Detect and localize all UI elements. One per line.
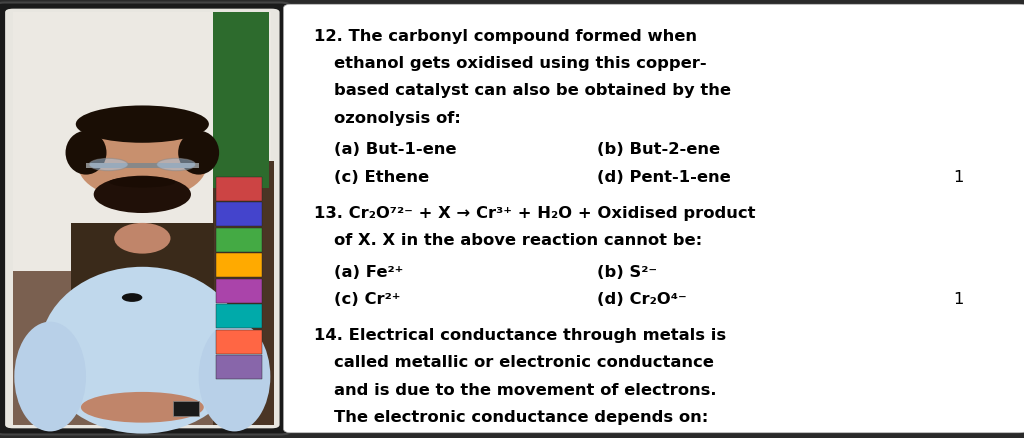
Bar bbox=[216, 330, 262, 354]
Text: The electronic conductance depends on:: The electronic conductance depends on: bbox=[334, 409, 709, 424]
Bar bbox=[216, 279, 262, 303]
Ellipse shape bbox=[66, 131, 106, 175]
Text: 1: 1 bbox=[953, 291, 964, 306]
Text: of X. X in the above reaction cannot be:: of X. X in the above reaction cannot be: bbox=[334, 233, 702, 247]
Bar bbox=[13, 13, 271, 276]
Ellipse shape bbox=[110, 177, 176, 188]
FancyBboxPatch shape bbox=[284, 5, 1024, 433]
Text: (a) Fe²⁺: (a) Fe²⁺ bbox=[334, 264, 403, 279]
Bar bbox=[216, 203, 262, 227]
Text: (a) But-1-ene: (a) But-1-ene bbox=[334, 142, 457, 157]
Text: (b) But-2-ene: (b) But-2-ene bbox=[597, 142, 720, 157]
Text: 13. Cr₂O⁷²⁻ + X → Cr³⁺ + H₂O + Oxidised product: 13. Cr₂O⁷²⁻ + X → Cr³⁺ + H₂O + Oxidised … bbox=[313, 205, 755, 220]
Text: 1: 1 bbox=[953, 170, 964, 184]
Text: called metallic or electronic conductance: called metallic or electronic conductanc… bbox=[334, 354, 714, 369]
Text: (d) Cr₂O⁴⁻: (d) Cr₂O⁴⁻ bbox=[597, 291, 687, 306]
Text: 14. Electrical conductance through metals is: 14. Electrical conductance through metal… bbox=[313, 327, 726, 342]
Bar bbox=[213, 162, 274, 425]
Text: and is due to the movement of electrons.: and is due to the movement of electrons. bbox=[334, 382, 717, 397]
Text: (b) S²⁻: (b) S²⁻ bbox=[597, 264, 657, 279]
Bar bbox=[86, 163, 199, 169]
Bar bbox=[216, 228, 262, 252]
Text: based catalyst can also be obtained by the: based catalyst can also be obtained by t… bbox=[334, 83, 731, 98]
Ellipse shape bbox=[94, 176, 190, 214]
Text: 12. The carbonyl compound formed when: 12. The carbonyl compound formed when bbox=[313, 28, 696, 43]
Ellipse shape bbox=[81, 392, 204, 423]
Bar bbox=[216, 177, 262, 201]
Text: (d) Pent-1-ene: (d) Pent-1-ene bbox=[597, 170, 731, 184]
Text: (c) Cr²⁺: (c) Cr²⁺ bbox=[334, 291, 400, 306]
Ellipse shape bbox=[79, 133, 207, 201]
Bar bbox=[213, 13, 269, 188]
Ellipse shape bbox=[157, 159, 196, 171]
Ellipse shape bbox=[89, 159, 128, 171]
Circle shape bbox=[122, 293, 142, 302]
Text: ozonolysis of:: ozonolysis of: bbox=[334, 111, 461, 126]
FancyBboxPatch shape bbox=[5, 10, 280, 428]
Ellipse shape bbox=[199, 322, 270, 431]
Bar bbox=[173, 401, 199, 416]
Ellipse shape bbox=[40, 267, 245, 434]
Text: (c) Ethene: (c) Ethene bbox=[334, 170, 429, 184]
Ellipse shape bbox=[115, 223, 170, 254]
Text: ethanol gets oxidised using this copper-: ethanol gets oxidised using this copper- bbox=[334, 56, 707, 71]
Bar bbox=[216, 304, 262, 328]
FancyBboxPatch shape bbox=[0, 4, 292, 434]
Bar bbox=[13, 272, 271, 425]
Ellipse shape bbox=[14, 322, 86, 431]
Bar bbox=[216, 355, 262, 379]
Ellipse shape bbox=[76, 106, 209, 144]
Bar bbox=[216, 254, 262, 278]
Ellipse shape bbox=[178, 131, 219, 175]
Bar bbox=[71, 223, 214, 320]
